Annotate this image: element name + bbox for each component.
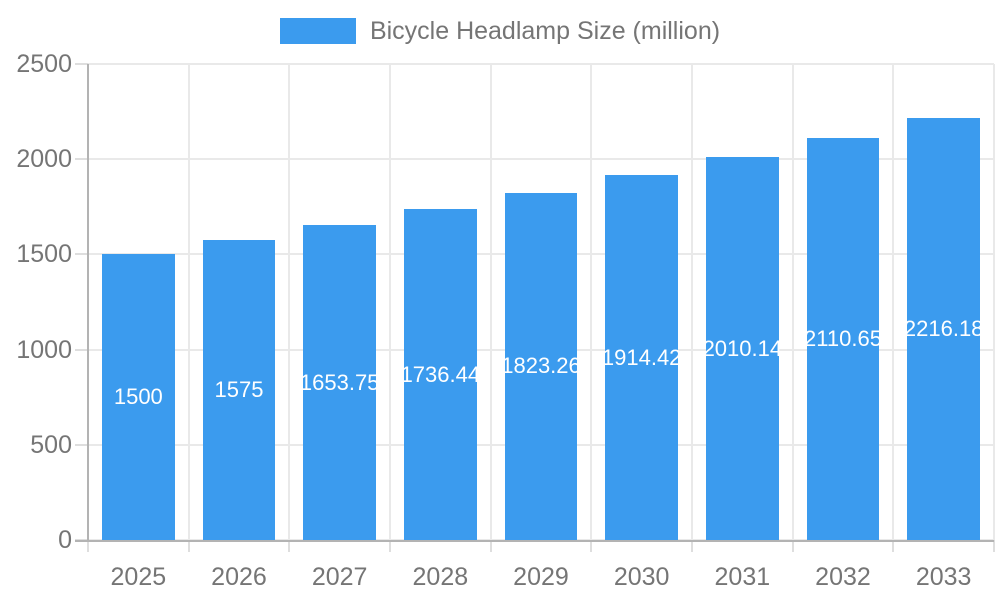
y-axis-tick-label: 1000 [16, 335, 72, 364]
legend-label: Bicycle Headlamp Size (million) [369, 16, 721, 45]
bar-value-label: 2010.14 [702, 335, 783, 361]
x-axis-tick-label: 2025 [110, 563, 167, 591]
bar[interactable] [504, 192, 578, 540]
x-axis-tick-label: 2026 [211, 563, 267, 591]
x-axis-tick-label: 2027 [311, 563, 368, 591]
x-axis-tick [892, 540, 895, 552]
bar[interactable] [605, 175, 679, 540]
y-gridline [88, 63, 994, 65]
bar-value-label: 1653.75 [299, 369, 380, 395]
x-axis-tick-label: 2028 [412, 563, 469, 591]
bar[interactable] [806, 138, 880, 540]
x-axis-tick [590, 540, 593, 552]
y-axis-tick-label: 500 [30, 430, 72, 459]
x-gridline [791, 64, 794, 540]
y-axis-tick [75, 63, 88, 65]
x-axis-tick-label: 2032 [815, 563, 871, 591]
x-gridline [489, 64, 492, 540]
x-axis-tick [993, 540, 995, 552]
x-gridline [288, 64, 291, 540]
bar-value-label: 1575 [214, 377, 264, 403]
chart-legend[interactable]: Bicycle Headlamp Size (million) [0, 14, 1000, 48]
x-axis-tick [187, 540, 190, 552]
x-gridline [993, 64, 995, 540]
y-axis-tick-label: 2000 [16, 145, 72, 174]
bar[interactable] [403, 209, 477, 540]
y-axis-tick [75, 443, 88, 446]
x-axis-tick [87, 540, 89, 552]
legend-swatch [279, 18, 356, 44]
x-axis-tick-label: 2031 [714, 563, 771, 591]
x-gridline [389, 64, 391, 540]
x-gridline [590, 64, 593, 540]
y-gridline [88, 158, 994, 161]
x-axis-line [75, 540, 994, 542]
bar[interactable] [101, 254, 175, 540]
y-axis-tick-label: 1500 [16, 240, 72, 269]
bar[interactable] [303, 225, 377, 540]
bar-value-label: 2110.65 [804, 326, 882, 352]
x-axis-tick [288, 540, 291, 552]
x-axis-tick [691, 540, 693, 552]
y-axis-tick-label: 0 [58, 526, 72, 554]
x-axis-tick [489, 540, 492, 552]
x-axis-tick-label: 2030 [613, 563, 670, 591]
bar-value-label: 1500 [113, 384, 163, 410]
bar-value-label: 2216.18 [903, 316, 984, 342]
bar-value-label: 1914.42 [601, 344, 682, 370]
x-gridline [187, 64, 190, 540]
x-axis-tick-label: 2033 [915, 563, 972, 591]
x-axis-tick-label: 2029 [513, 563, 569, 591]
x-axis-tick [791, 540, 794, 552]
y-axis-line [87, 64, 89, 542]
x-gridline [691, 64, 693, 540]
y-axis-tick [75, 348, 88, 351]
y-axis-tick-label: 2500 [16, 50, 72, 78]
bar[interactable] [202, 240, 276, 540]
bar-value-label: 1823.26 [501, 353, 581, 379]
bar[interactable] [705, 157, 779, 540]
x-axis-tick [389, 540, 391, 552]
y-axis-tick [75, 253, 88, 256]
bar-value-label: 1736.44 [400, 361, 481, 387]
y-axis-tick [75, 158, 88, 161]
x-gridline [892, 64, 895, 540]
bar[interactable] [907, 118, 981, 540]
